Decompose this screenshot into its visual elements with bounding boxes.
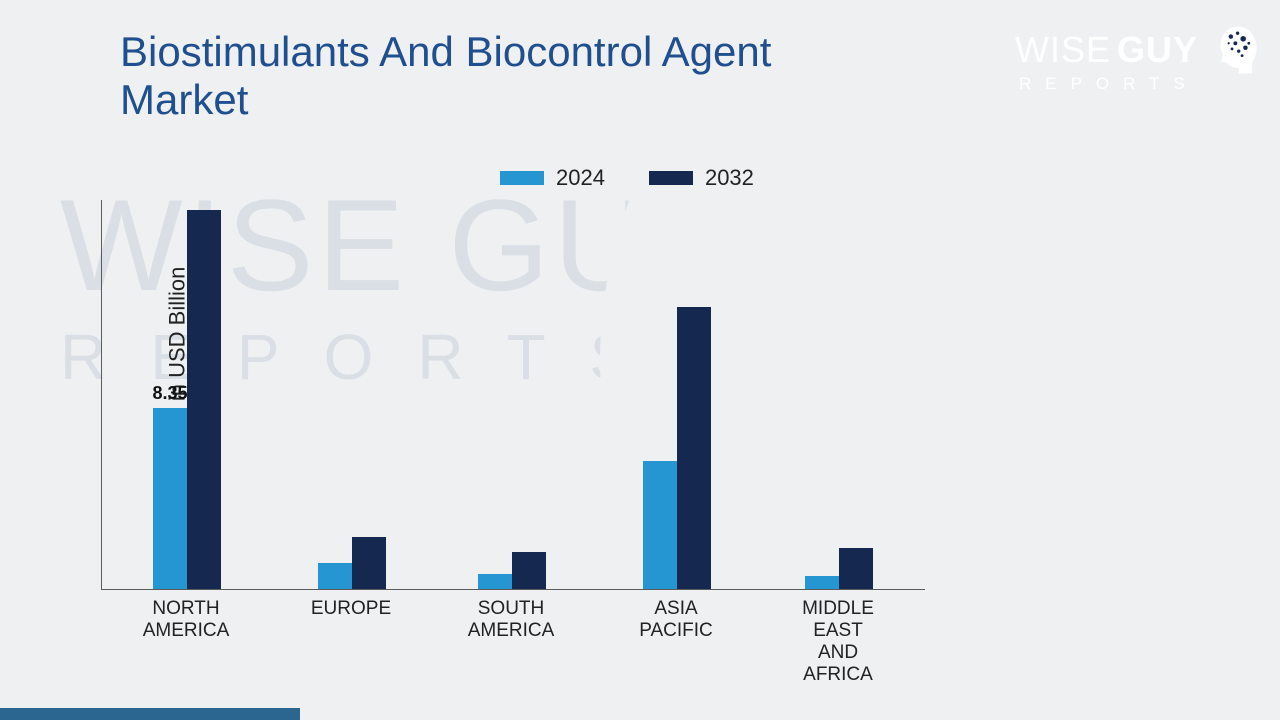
bar-2032 [187,210,221,589]
ai-head-icon [1204,22,1260,78]
legend-swatch-2032 [649,171,693,185]
bar-group [287,537,417,589]
legend-item-2032: 2032 [649,165,754,191]
bar-2032 [839,548,873,589]
chart-area: Market Size in USD Billion 8.35 NORTHAME… [95,200,925,590]
bar-group: 8.35 [122,210,252,589]
bar-group [612,307,742,589]
legend: 2024 2032 [500,165,754,191]
brand-word-2: GUY [1117,29,1198,71]
x-axis-label: NORTHAMERICA [121,598,251,642]
chart-title: Biostimulants And Biocontrol Agent Marke… [120,28,880,125]
bar-2024 [643,461,677,589]
legend-label-2032: 2032 [705,165,754,191]
bar-value-label: 8.35 [152,383,187,404]
bar-2032 [677,307,711,589]
bar-group [447,552,577,589]
x-axis-label: SOUTHAMERICA [446,598,576,642]
x-axis-label: MIDDLEEASTANDAFRICA [773,598,903,685]
bar-2024 [805,576,839,589]
legend-item-2024: 2024 [500,165,605,191]
bar-2024 [478,574,512,589]
plot-area: 8.35 [101,200,925,590]
page-root: WISE GUY REPORTS WISE [0,0,1280,720]
bar-2024 [318,563,352,589]
bar-group [774,548,904,589]
bar-2032 [512,552,546,589]
legend-swatch-2024 [500,171,544,185]
brand-word-1: WISE [1015,29,1111,71]
brand-logo: WISE GUY REPORTS [1015,22,1260,94]
x-axis-label: EUROPE [286,598,416,620]
legend-label-2024: 2024 [556,165,605,191]
x-axis-labels: NORTHAMERICA EUROPE SOUTHAMERICA ASIAPACIFI… [101,592,925,712]
x-axis-label: ASIAPACIFIC [611,598,741,642]
bar-2024 [153,408,187,589]
bar-2032 [352,537,386,589]
